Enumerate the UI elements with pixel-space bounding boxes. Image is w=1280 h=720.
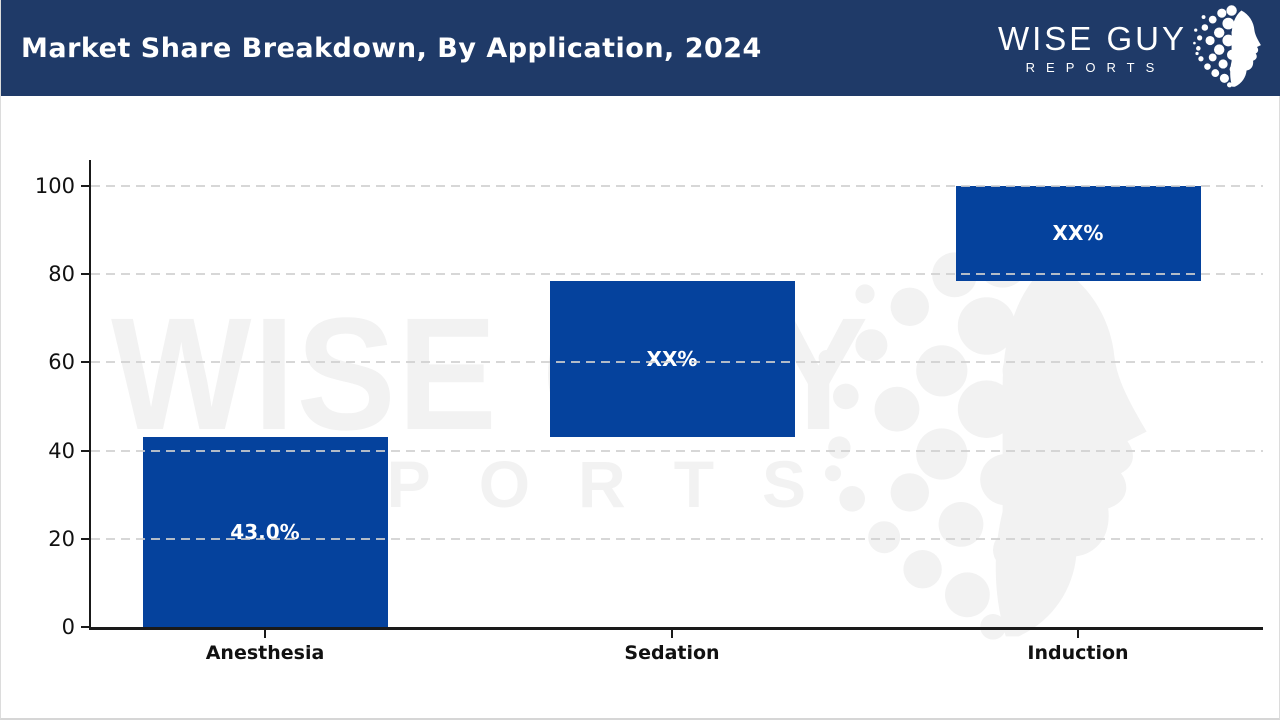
y-tick-40	[81, 449, 89, 452]
brand-logo-text: WISE GUY REPORTS	[998, 22, 1187, 74]
x-label-anesthesia: Anesthesia	[205, 642, 325, 664]
gridline-40	[91, 449, 1263, 452]
x-tick-sedation	[671, 630, 673, 638]
brand-name: WISE GUY	[997, 20, 1187, 57]
bar-value-label: XX%	[646, 347, 698, 372]
y-tick-label-80: 80	[48, 262, 75, 287]
y-tick-0	[81, 626, 89, 628]
gridline-100	[91, 185, 1263, 187]
y-tick-80	[81, 273, 89, 276]
y-tick-label-20: 20	[48, 526, 75, 551]
y-tick-60	[81, 361, 89, 364]
page-title: Market Share Breakdown, By Application, …	[21, 32, 762, 64]
chart-area: WISE GUY REPORTS 43.0% XX% XX% 0 20 40 60 80 100…	[1, 96, 1280, 720]
header-bar: Market Share Breakdown, By Application, …	[1, 0, 1280, 96]
y-axis-spine	[89, 160, 91, 629]
x-tick-induction	[1077, 630, 1079, 638]
brand-logo: WISE GUY REPORTS	[998, 4, 1267, 92]
y-tick-20	[81, 537, 89, 540]
gridline-20	[91, 537, 1263, 540]
y-tick-label-60: 60	[48, 350, 75, 375]
watermark-head-icon	[813, 236, 1147, 640]
x-axis-spine	[89, 627, 1263, 630]
bar-value-label: XX%	[1052, 221, 1104, 246]
gridline-80	[91, 273, 1263, 276]
y-tick-label-100: 100	[34, 174, 75, 198]
bar-value-label: 43.0%	[230, 520, 300, 545]
y-tick-100	[81, 185, 89, 187]
bar-anesthesia: 43.0%	[142, 437, 388, 627]
brand-subname: REPORTS	[1025, 60, 1166, 75]
x-label-sedation: Sedation	[624, 642, 720, 664]
bar-sedation: XX%	[549, 280, 795, 438]
dotted-head-logo-icon	[1193, 5, 1261, 88]
gridline-60	[91, 361, 1263, 364]
y-tick-label-40: 40	[48, 438, 75, 463]
x-label-induction: Induction	[1027, 642, 1129, 664]
y-tick-label-0: 0	[61, 615, 75, 639]
x-tick-anesthesia	[264, 630, 266, 638]
bar-induction: XX%	[955, 186, 1201, 281]
